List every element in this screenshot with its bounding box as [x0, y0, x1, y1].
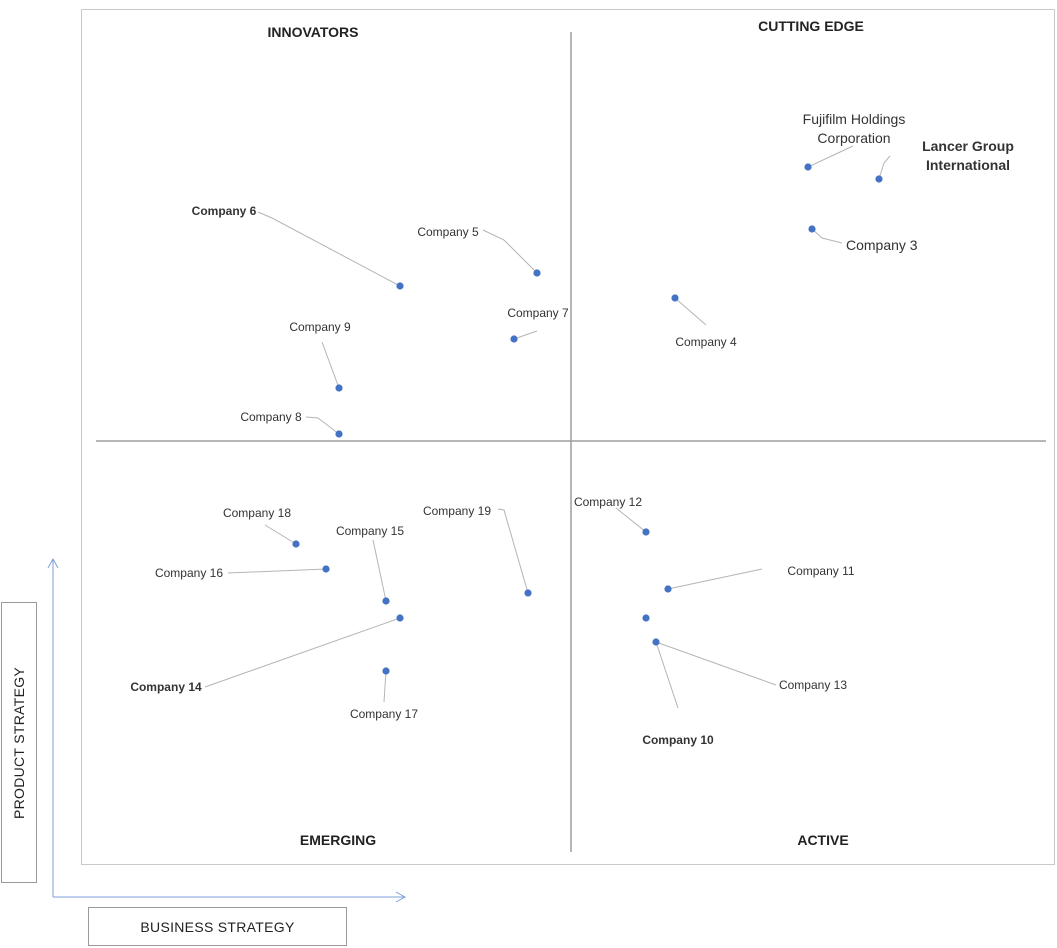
x-axis-title-box: BUSINESS STRATEGY — [88, 907, 347, 946]
leader-line-company-17 — [383, 670, 387, 703]
point-label-company-5: Company 5 — [417, 225, 479, 239]
point-label-lancer-group-international: Lancer Group International — [922, 138, 1014, 173]
point-label-company-10: Company 10 — [642, 733, 714, 747]
point-label-company-16: Company 16 — [155, 566, 223, 580]
data-point-company-8 — [335, 430, 343, 438]
point-label-company-7: Company 7 — [507, 306, 569, 320]
data-points — [292, 163, 883, 675]
data-point-company-15 — [382, 597, 390, 605]
point-label-company-6: Company 6 — [192, 204, 257, 218]
leader-line-company-18 — [264, 524, 297, 545]
data-point-company-7 — [510, 335, 518, 343]
point-labels: Fujifilm Holdings Corporation Lancer Group… — [130, 111, 1014, 747]
point-label-company-8: Company 8 — [240, 410, 302, 424]
quadrant-label-emerging: EMERGING — [299, 832, 377, 848]
point-label-company-4: Company 4 — [675, 335, 737, 349]
point-label-company-15: Company 15 — [336, 524, 404, 538]
leader-line-company-13 — [655, 641, 777, 686]
leader-line-company-9 — [321, 341, 340, 389]
point-label-company-12: Company 12 — [574, 495, 642, 509]
data-point-company-13 — [642, 614, 650, 622]
point-label-company-17: Company 17 — [350, 707, 418, 721]
data-point-company-10 — [652, 638, 660, 646]
data-point-company-18 — [292, 540, 300, 548]
data-point-company-11 — [664, 585, 672, 593]
point-label-company-14: Company 14 — [130, 680, 202, 694]
leader-line-company-19 — [497, 508, 529, 594]
point-label-company-19: Company 19 — [423, 504, 491, 518]
leader-line-company-8 — [305, 416, 340, 435]
leader-line-lancer-group-international — [878, 155, 891, 180]
point-label-company-13: Company 13 — [779, 678, 847, 692]
point-label-company-9: Company 9 — [289, 320, 351, 334]
point-label-fujifilm-holdings-corporation: Fujifilm Holdings Corporation — [803, 111, 906, 146]
leader-line-company-3 — [811, 228, 843, 244]
data-point-company-5 — [533, 269, 541, 277]
data-point-company-17 — [382, 667, 390, 675]
point-label-company-18: Company 18 — [223, 506, 291, 520]
data-point-company-16 — [322, 565, 330, 573]
y-axis-title-box: PRODUCT STRATEGY — [1, 602, 37, 883]
x-axis-title: BUSINESS STRATEGY — [140, 918, 295, 935]
data-point-company-4 — [671, 294, 679, 302]
data-point-company-9 — [335, 384, 343, 392]
leader-lines — [204, 145, 891, 709]
leader-line-company-15 — [372, 539, 387, 602]
quadrant-label-active: ACTIVE — [797, 832, 849, 848]
data-point-company-3 — [808, 225, 816, 233]
leader-line-company-4 — [674, 297, 707, 326]
point-label-company-3: Company 3 — [846, 237, 918, 253]
data-point-company-14 — [396, 614, 404, 622]
leader-line-company-7 — [513, 330, 538, 340]
y-axis-title: PRODUCT STRATEGY — [11, 666, 27, 819]
leader-line-company-16 — [227, 568, 327, 574]
leader-line-company-6 — [257, 211, 401, 287]
leader-line-fujifilm-holdings-corporation — [807, 145, 854, 168]
point-label-company-11: Company 11 — [787, 564, 854, 578]
leader-line-company-11 — [667, 568, 763, 590]
quadrant-label-cutting-edge: CUTTING EDGE — [758, 18, 864, 34]
chart-frame — [81, 9, 1055, 865]
leader-line-company-10 — [655, 641, 679, 709]
data-point-company-12 — [642, 528, 650, 536]
data-point-company-19 — [524, 589, 532, 597]
y-axis-arrow — [47, 557, 59, 897]
data-point-company-6 — [396, 282, 404, 290]
leader-line-company-14 — [204, 617, 401, 688]
leader-line-company-12 — [615, 507, 647, 533]
leader-line-company-5 — [482, 229, 538, 274]
quadrant-label-innovators: INNOVATORS — [267, 24, 359, 40]
x-axis-arrow — [53, 891, 407, 903]
data-point-lancer-group-international — [875, 175, 883, 183]
data-point-fujifilm-holdings-corporation — [804, 163, 812, 171]
